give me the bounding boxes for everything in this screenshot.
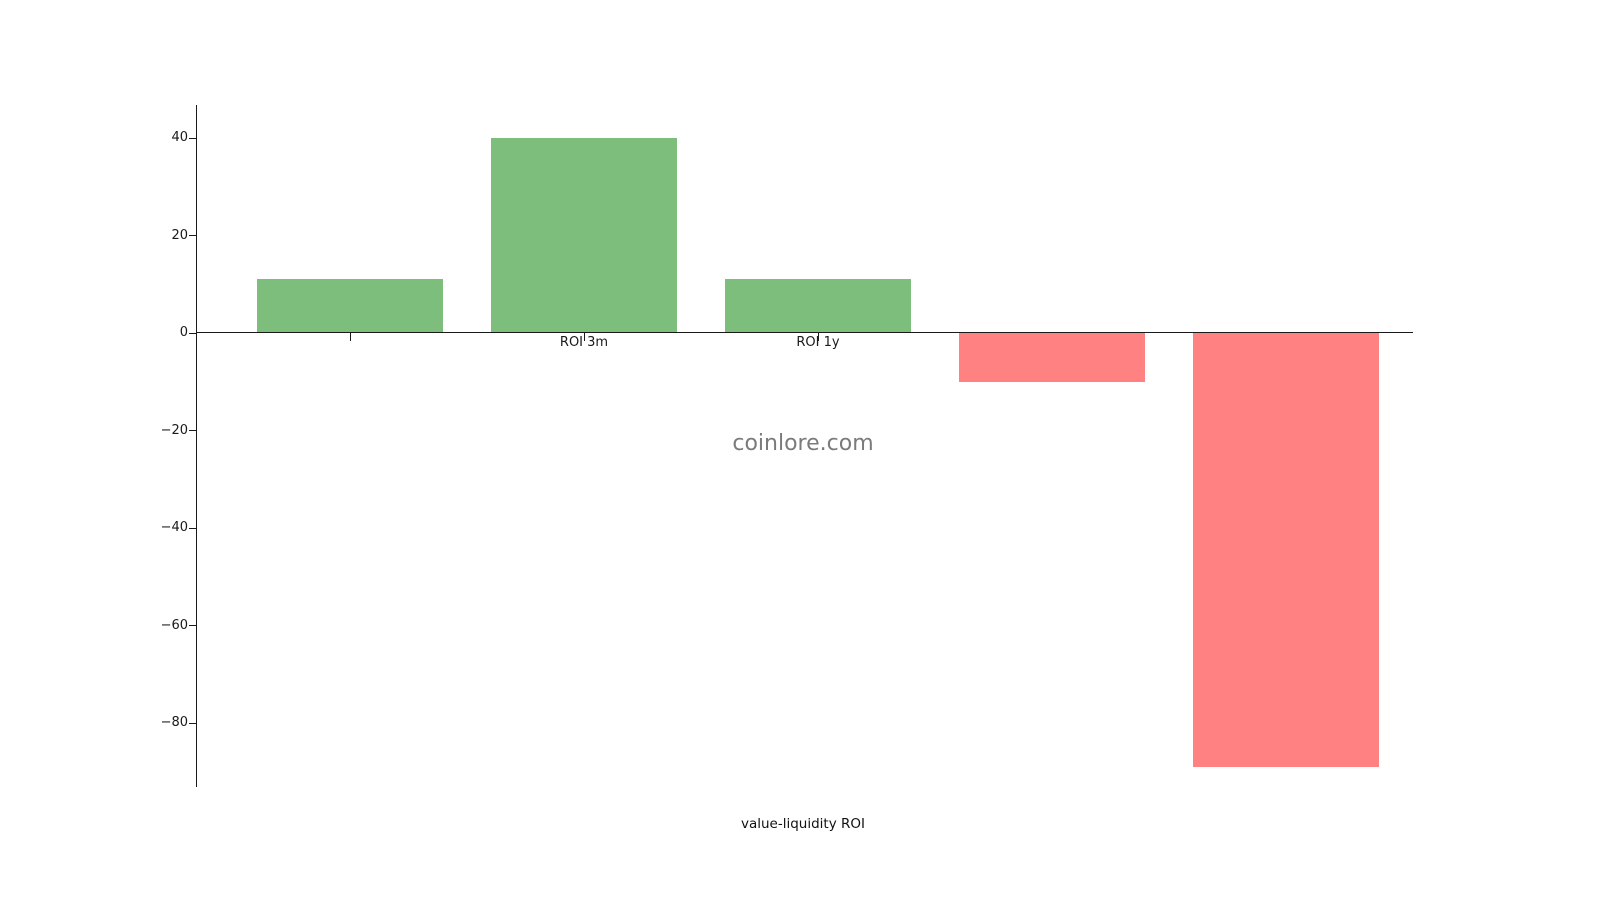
x-axis-title: value-liquidity ROI [740,816,866,832]
x-tick-mark [818,333,819,341]
y-axis-line [196,105,197,787]
y-tick-mark [189,235,196,236]
bar-col-5 [1193,333,1379,767]
bar-roi-3m [491,138,677,333]
bar-roi-1y [725,279,911,333]
x-tick-mark [350,333,351,341]
x-tick-label: ROI 1y [796,335,840,350]
y-tick-mark [189,722,196,724]
y-tick-label: −20 [160,422,188,438]
y-tick-mark [189,430,196,431]
y-tick-label: 0 [179,325,188,340]
y-tick-mark [189,137,196,139]
y-tick-label: −40 [160,520,188,535]
watermark: coinlore.com [732,431,874,456]
x-tick-label: ROI 3m [559,335,609,350]
y-tick-mark [189,625,196,626]
y-tick-mark [189,332,196,334]
y-tick-label: 20 [171,227,188,243]
x-axis-zero-line [196,332,1413,333]
bar-col-4 [959,333,1145,382]
y-tick-label: 40 [171,130,188,145]
bar-col-1 [257,279,443,333]
y-tick-mark [189,527,196,529]
y-tick-label: −60 [160,617,188,633]
x-tick-mark [584,333,585,341]
y-tick-label: −80 [160,715,188,730]
